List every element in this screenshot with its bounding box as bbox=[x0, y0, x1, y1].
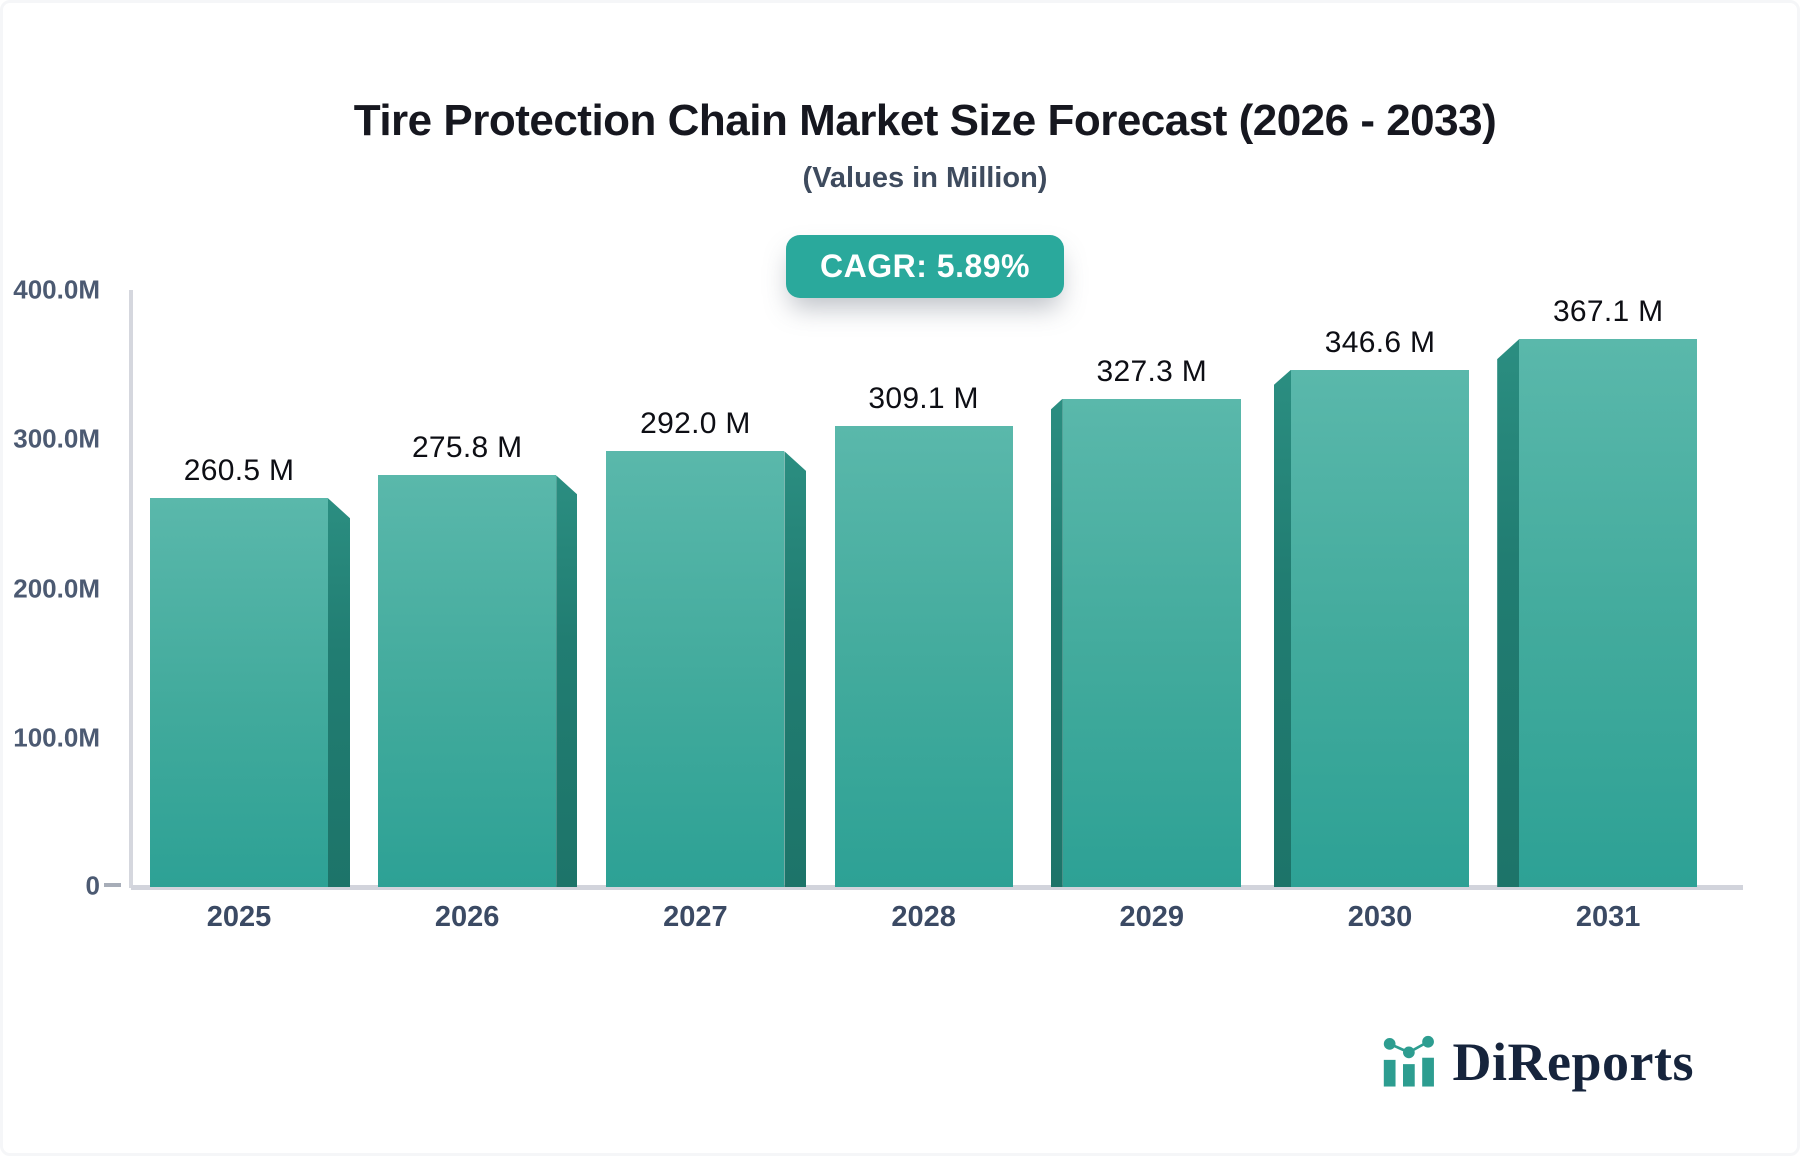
bar-2026 bbox=[378, 475, 557, 887]
bar-value-label: 367.1 M bbox=[1552, 295, 1664, 329]
bar-value-label: 327.3 M bbox=[1096, 354, 1208, 388]
bar-value-label: 346.6 M bbox=[1324, 325, 1436, 359]
bar-2029 bbox=[1062, 398, 1241, 887]
x-axis-category-label: 2029 bbox=[1119, 901, 1185, 933]
bar-value-label: 292.0 M bbox=[640, 407, 751, 441]
bar-2028 bbox=[834, 425, 1013, 887]
x-axis-category-label: 2027 bbox=[663, 901, 728, 933]
direports-logo: DiReports bbox=[1379, 1030, 1694, 1094]
y-axis-tick-label: 300.0M bbox=[13, 423, 100, 454]
chart-header: Tire Protection Chain Market Size Foreca… bbox=[50, 0, 1800, 298]
bar-value-label: 275.8 M bbox=[411, 431, 523, 465]
x-axis-category-label: 2031 bbox=[1575, 901, 1641, 933]
chart-title: Tire Protection Chain Market Size Foreca… bbox=[353, 96, 1497, 145]
direports-logo-text: DiReports bbox=[1452, 1032, 1694, 1092]
chart-subtitle: (Values in Million) bbox=[802, 162, 1048, 194]
y-axis-tick-label: 200.0M bbox=[13, 573, 100, 603]
bar-2027 bbox=[606, 451, 785, 887]
bar-value-label: 309.1 M bbox=[868, 381, 979, 415]
bar-side-face bbox=[1050, 398, 1063, 887]
bar-2025 bbox=[150, 498, 328, 887]
bar-side-face bbox=[328, 498, 350, 887]
x-axis-category-label: 2028 bbox=[891, 901, 956, 933]
y-axis-tick-label: 100.0M bbox=[13, 722, 100, 753]
x-axis-category-label: 2026 bbox=[434, 901, 500, 933]
bar-side-face bbox=[1497, 339, 1520, 887]
bar-side-face bbox=[1274, 369, 1291, 887]
bar-2031 bbox=[1519, 339, 1698, 887]
zero-tick-mark bbox=[104, 883, 121, 887]
y-axis-tick-label: 400.0M bbox=[13, 274, 100, 305]
bar-side-face bbox=[784, 451, 807, 887]
bar-2030 bbox=[1291, 369, 1469, 887]
bar-value-label: 260.5 M bbox=[183, 454, 295, 488]
direports-logo-icon bbox=[1383, 1035, 1434, 1087]
x-axis-line bbox=[131, 885, 1743, 890]
y-axis-line bbox=[129, 290, 133, 888]
y-axis-tick-label: 0 bbox=[85, 870, 100, 901]
x-axis-category-label: 2025 bbox=[206, 901, 272, 933]
x-axis-category-label: 2030 bbox=[1347, 901, 1413, 933]
bar-side-face bbox=[556, 475, 578, 887]
cagr-badge: CAGR: 5.89% bbox=[786, 235, 1064, 298]
